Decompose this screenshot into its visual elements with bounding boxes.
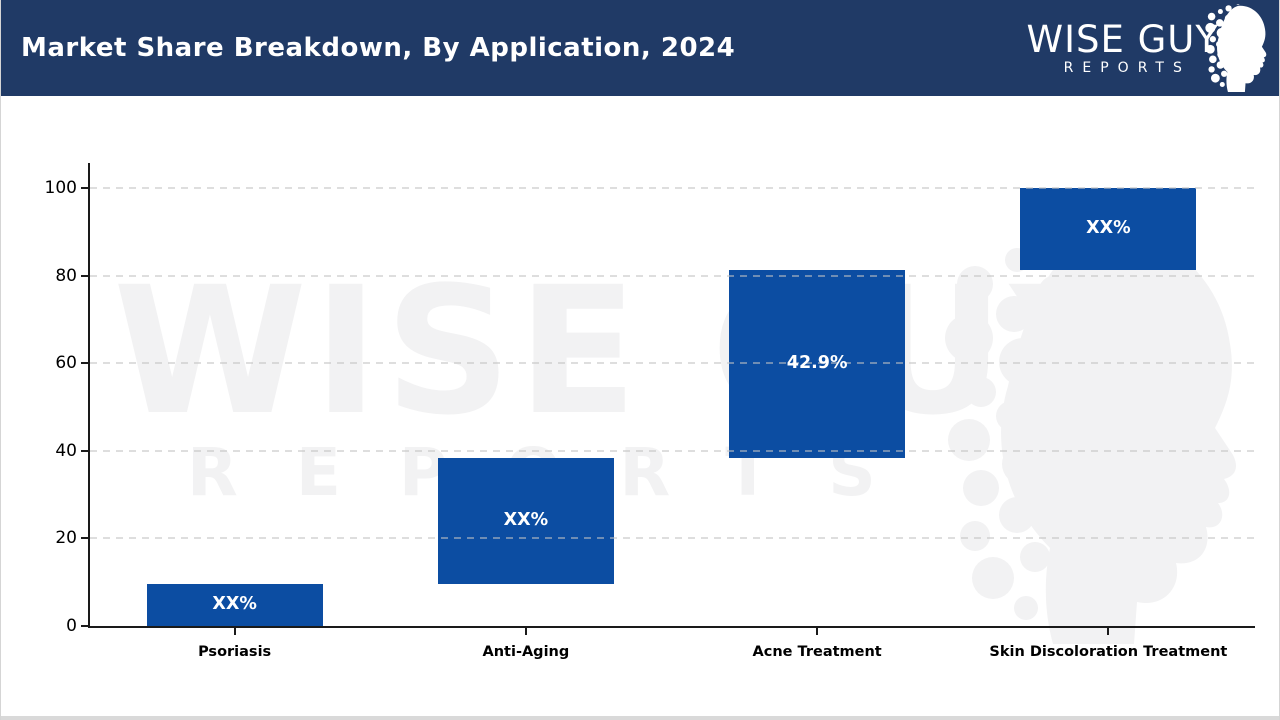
logo-wordmark: WISE GUY: [1026, 18, 1219, 61]
x-tick-2: [816, 628, 819, 635]
y-tick-40: [81, 449, 88, 452]
y-tick-20: [81, 537, 88, 540]
y-tick-label-40: 40: [55, 440, 77, 461]
x-category-label: Skin Discoloration Treatment: [989, 644, 1228, 660]
y-tick-label-20: 20: [55, 528, 77, 549]
y-axis-spine: [88, 163, 90, 628]
bar-acne-treatment: [729, 270, 906, 459]
bar-value-label: XX%: [212, 593, 257, 614]
bar-anti-aging: [437, 458, 614, 584]
y-tick-100: [81, 187, 88, 189]
x-category-label: Anti-Aging: [482, 644, 570, 660]
footer-accent-strip: [1, 716, 1279, 720]
logo-subtitle: REPORTS: [1063, 60, 1191, 76]
bar-value-label: XX%: [1086, 218, 1131, 239]
logo-text: WISE GUY REPORTS: [1027, 21, 1219, 75]
gridline-80: [90, 274, 1254, 277]
y-tick-label-60: 60: [55, 353, 77, 374]
x-tick-0: [233, 628, 236, 635]
bar-skin-discoloration-treatment: [1020, 188, 1197, 271]
x-tick-1: [524, 628, 527, 635]
chart-title: Market Share Breakdown, By Application, …: [21, 33, 736, 63]
y-tick-label-100: 100: [44, 178, 77, 198]
wise-guy-reports-logo: WISE GUY REPORTS: [1027, 0, 1279, 96]
bar-value-label: 42.9%: [786, 353, 848, 374]
bar-psoriasis: [146, 583, 323, 626]
chart-area: WISE GUY REPORTS 020406080100XX%Psoriasi…: [1, 96, 1279, 716]
x-category-label: Psoriasis: [198, 644, 272, 660]
header-bar: Market Share Breakdown, By Application, …: [1, 0, 1279, 96]
watermark-head-icon: [945, 224, 1236, 644]
y-tick-60: [81, 362, 88, 365]
y-tick-80: [81, 274, 88, 277]
x-axis-spine: [88, 626, 1255, 628]
gridline-100: [90, 187, 1254, 189]
x-category-label: Acne Treatment: [752, 644, 882, 660]
gridline-60: [90, 362, 1254, 365]
y-tick-0: [81, 625, 88, 627]
y-tick-label-80: 80: [55, 265, 77, 286]
y-tick-label-0: 0: [66, 616, 77, 636]
gridline-20: [90, 537, 1254, 540]
x-tick-3: [1107, 628, 1110, 635]
gridline-40: [90, 449, 1254, 452]
bar-value-label: XX%: [503, 510, 549, 531]
